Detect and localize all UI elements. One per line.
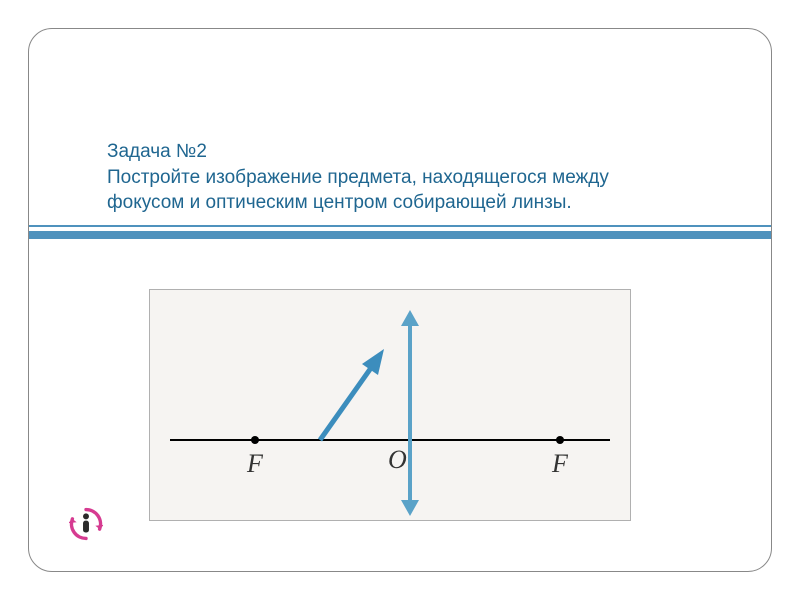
title-line-2: Постройте изображение предмета, находяще…	[107, 165, 687, 191]
focus-right-dot	[556, 436, 564, 444]
center-label: O	[388, 445, 407, 474]
title-line-1: Задача №2	[107, 139, 687, 165]
separator-thick	[29, 231, 771, 239]
title-line-3: фокусом и оптическим центром собирающей …	[107, 190, 687, 216]
lens-symbol	[401, 310, 419, 516]
object-arrow	[320, 349, 384, 440]
separator-rule	[29, 225, 771, 239]
slide-frame: Задача №2 Постройте изображение предмета…	[28, 28, 772, 572]
info-logo-icon	[69, 507, 103, 541]
task-title: Задача №2 Постройте изображение предмета…	[107, 139, 687, 216]
focus-left-label: F	[246, 449, 264, 478]
separator-thin	[29, 225, 771, 227]
diagram-svg: F F O	[150, 290, 630, 520]
optics-diagram: F F O	[149, 289, 631, 521]
focus-left-dot	[251, 436, 259, 444]
focus-right-label: F	[551, 449, 569, 478]
